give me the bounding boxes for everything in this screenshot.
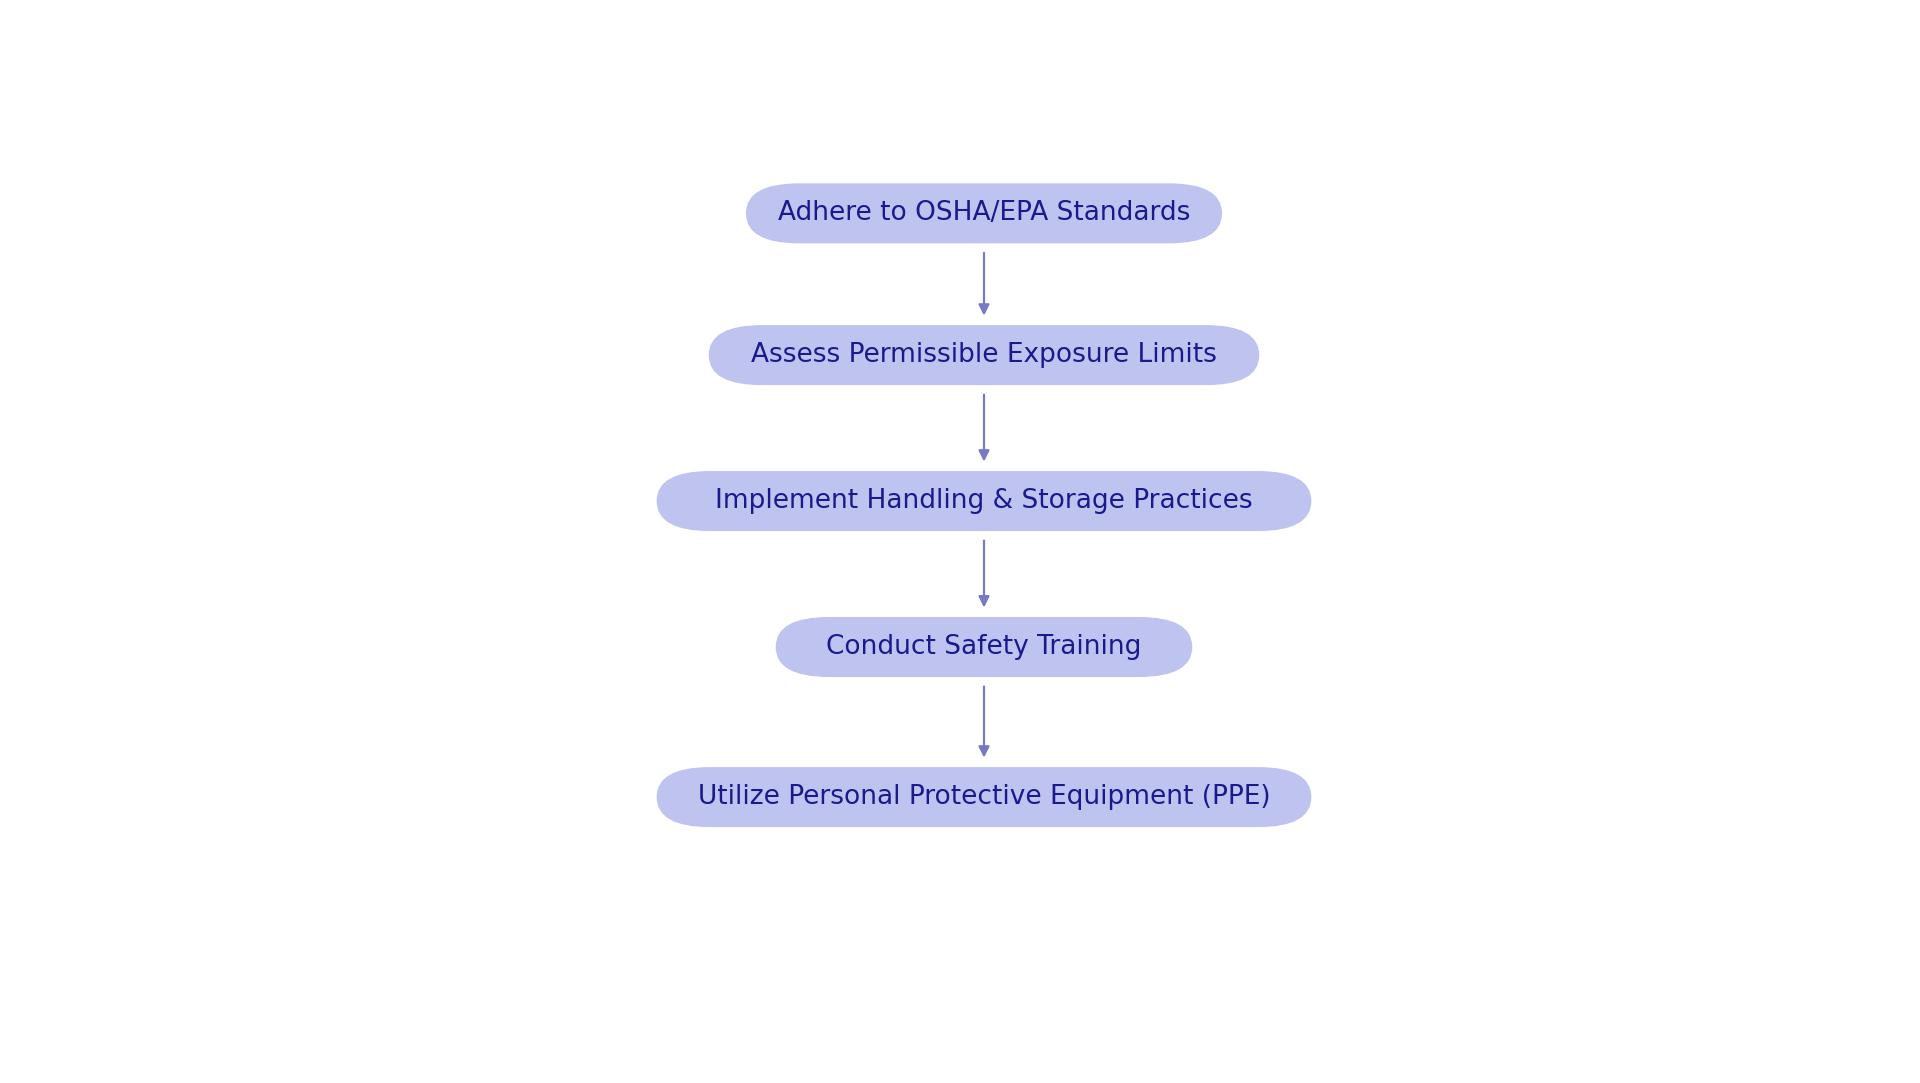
Text: Conduct Safety Training: Conduct Safety Training (826, 634, 1142, 660)
FancyBboxPatch shape (657, 767, 1311, 827)
Text: Utilize Personal Protective Equipment (PPE): Utilize Personal Protective Equipment (P… (697, 784, 1271, 810)
Text: Implement Handling & Storage Practices: Implement Handling & Storage Practices (714, 488, 1254, 514)
FancyBboxPatch shape (776, 617, 1192, 677)
Text: Adhere to OSHA/EPA Standards: Adhere to OSHA/EPA Standards (778, 200, 1190, 226)
FancyBboxPatch shape (745, 183, 1221, 244)
Text: Assess Permissible Exposure Limits: Assess Permissible Exposure Limits (751, 342, 1217, 368)
FancyBboxPatch shape (657, 471, 1311, 531)
FancyBboxPatch shape (708, 325, 1260, 386)
